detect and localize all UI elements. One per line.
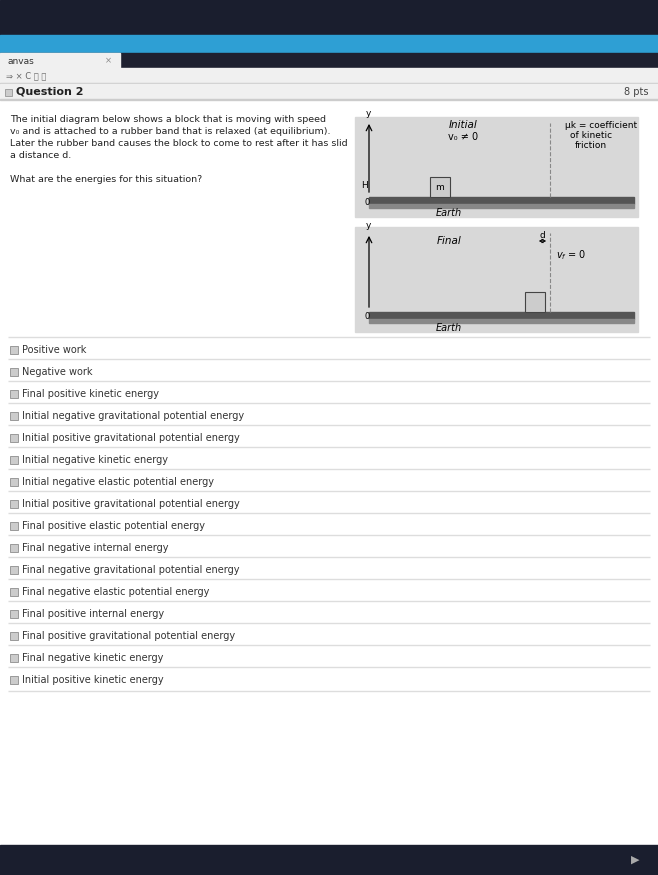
FancyBboxPatch shape: [10, 566, 18, 574]
Text: Initial positive kinetic energy: Initial positive kinetic energy: [22, 675, 164, 685]
Text: Initial positive gravitational potential energy: Initial positive gravitational potential…: [22, 499, 240, 509]
Bar: [0, 845, 658, 875]
Text: 8 pts: 8 pts: [624, 87, 648, 97]
FancyBboxPatch shape: [10, 676, 18, 684]
Text: Later the rubber band causes the block to come to rest after it has slid: Later the rubber band causes the block t…: [10, 139, 347, 149]
Text: Final positive elastic potential energy: Final positive elastic potential energy: [22, 521, 205, 531]
Text: ⇒ × C ⓘ 🔒: ⇒ × C ⓘ 🔒: [6, 72, 46, 80]
Bar: [355, 117, 638, 217]
Text: 0: 0: [365, 198, 370, 207]
Text: The initial diagram below shows a block that is moving with speed: The initial diagram below shows a block …: [10, 116, 326, 124]
Text: y: y: [365, 109, 370, 118]
FancyBboxPatch shape: [10, 610, 18, 618]
Text: Final negative internal energy: Final negative internal energy: [22, 543, 168, 553]
Text: v₀ ≠ 0: v₀ ≠ 0: [448, 132, 478, 142]
Text: friction: friction: [575, 142, 607, 150]
Bar: [355, 227, 638, 332]
Text: 0: 0: [365, 312, 370, 321]
Bar: [0, 0, 658, 35]
Text: of kinetic: of kinetic: [570, 131, 612, 141]
Bar: [0, 84, 658, 99]
Text: ×: ×: [105, 57, 111, 66]
Bar: [0, 53, 120, 68]
Text: Final negative gravitational potential energy: Final negative gravitational potential e…: [22, 565, 240, 575]
FancyBboxPatch shape: [10, 544, 18, 552]
Text: Final: Final: [437, 236, 462, 246]
FancyBboxPatch shape: [10, 346, 18, 354]
Text: Final positive kinetic energy: Final positive kinetic energy: [22, 389, 159, 399]
FancyBboxPatch shape: [10, 368, 18, 376]
Text: Initial negative elastic potential energy: Initial negative elastic potential energ…: [22, 477, 214, 487]
FancyBboxPatch shape: [10, 478, 18, 486]
Text: y: y: [365, 221, 370, 230]
Text: v₀ and is attached to a rubber band that is relaxed (at equilibrium).: v₀ and is attached to a rubber band that…: [10, 128, 330, 136]
Text: m: m: [436, 183, 444, 192]
FancyBboxPatch shape: [10, 500, 18, 508]
Text: $v_f$ = 0: $v_f$ = 0: [556, 248, 586, 262]
Bar: [369, 319, 634, 323]
FancyBboxPatch shape: [10, 434, 18, 442]
Text: a distance d.: a distance d.: [10, 151, 71, 160]
Bar: [0, 35, 658, 53]
Text: Initial negative kinetic energy: Initial negative kinetic energy: [22, 455, 168, 465]
Bar: [0, 83, 658, 84]
FancyBboxPatch shape: [10, 632, 18, 640]
Text: What are the energies for this situation?: What are the energies for this situation…: [10, 176, 202, 185]
FancyBboxPatch shape: [10, 522, 18, 530]
Text: Final positive internal energy: Final positive internal energy: [22, 609, 164, 619]
Bar: [369, 197, 634, 204]
Text: ▶: ▶: [631, 855, 640, 865]
FancyBboxPatch shape: [10, 390, 18, 398]
FancyBboxPatch shape: [10, 654, 18, 662]
FancyBboxPatch shape: [10, 456, 18, 464]
Text: Negative work: Negative work: [22, 367, 93, 377]
Text: Earth: Earth: [436, 208, 461, 218]
Bar: [0, 53, 658, 68]
Bar: [0, 100, 658, 875]
Text: Initial: Initial: [449, 120, 477, 130]
Text: Initial positive gravitational potential energy: Initial positive gravitational potential…: [22, 433, 240, 443]
Bar: [5, 89, 12, 96]
Text: Final positive gravitational potential energy: Final positive gravitational potential e…: [22, 631, 235, 641]
Bar: [525, 292, 545, 312]
Text: H: H: [361, 181, 367, 191]
Text: μk = coefficient: μk = coefficient: [565, 121, 637, 130]
FancyBboxPatch shape: [10, 588, 18, 596]
Text: Final negative elastic potential energy: Final negative elastic potential energy: [22, 587, 209, 597]
Text: Earth: Earth: [436, 323, 461, 333]
Text: anvas: anvas: [8, 57, 35, 66]
Bar: [0, 68, 658, 83]
Bar: [369, 312, 634, 319]
Bar: [430, 177, 450, 197]
Bar: [369, 204, 634, 208]
Text: Positive work: Positive work: [22, 345, 86, 355]
Text: Final negative kinetic energy: Final negative kinetic energy: [22, 653, 163, 663]
Text: Initial negative gravitational potential energy: Initial negative gravitational potential…: [22, 411, 244, 421]
FancyBboxPatch shape: [10, 412, 18, 420]
Bar: [0, 99, 658, 100]
Text: d: d: [540, 232, 545, 241]
Text: Question 2: Question 2: [16, 87, 84, 97]
